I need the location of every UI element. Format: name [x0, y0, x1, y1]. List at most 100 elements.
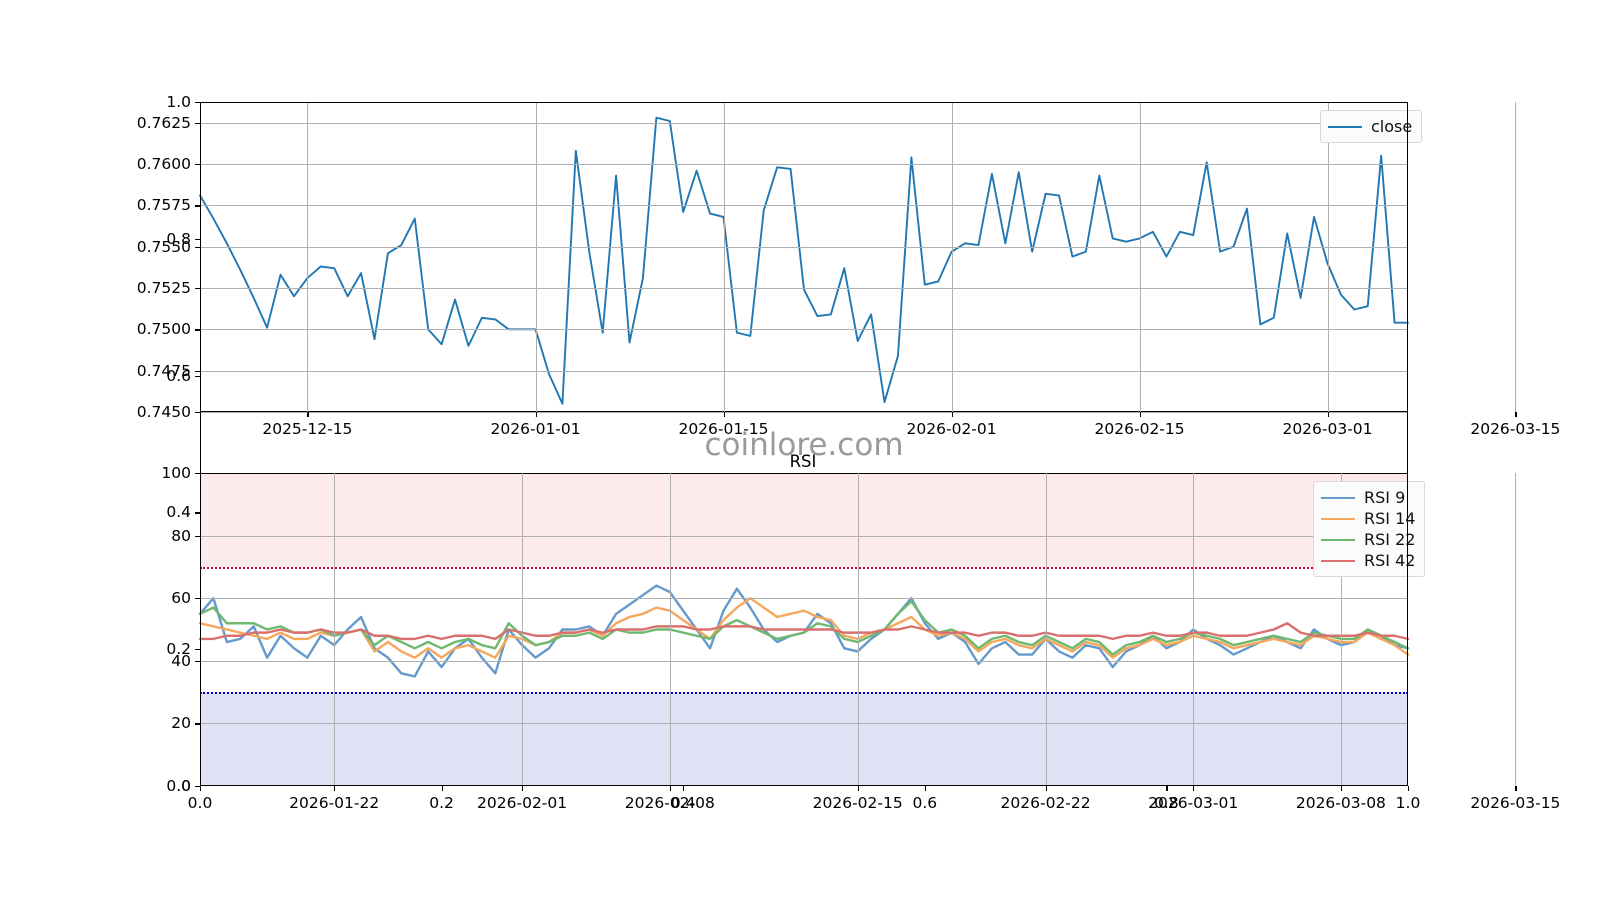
rsi-ytick — [195, 535, 200, 537]
rsi-xtick-label: 2026-02-15 — [812, 794, 903, 812]
rsi-xtick — [1340, 786, 1343, 791]
rsi-ytick-label: 60 — [171, 589, 191, 608]
ghost-ytick-mark — [195, 786, 200, 788]
rsi-xtick — [1045, 786, 1047, 791]
ghost-ytick-label-0.2: 0.2 — [166, 640, 191, 659]
price-gridline-h — [200, 122, 1408, 124]
ghost-xtick-label-0.8: 0.8 — [1154, 794, 1179, 812]
rsi-gridline-h — [200, 535, 1408, 537]
price-xtick — [951, 412, 953, 417]
ghost-ytick-mark — [195, 649, 200, 651]
rsi14-line-swatch — [1321, 517, 1355, 520]
rsi-gridline-v — [669, 473, 671, 786]
ghost-xtick-mark — [200, 786, 202, 791]
overbought-threshold-line — [200, 567, 1408, 569]
price-ytick-label: 0.7450 — [136, 403, 191, 421]
price-gridline-h — [200, 164, 1408, 165]
price-ytick — [195, 246, 200, 248]
legend-item-rsi-22[interactable]: RSI 22 — [1321, 529, 1415, 550]
price-xtick-label: 2026-01-01 — [490, 420, 581, 438]
ghost-ytick-label-1.0: 1.0 — [166, 93, 191, 111]
rsi-ytick-label: 80 — [171, 526, 191, 545]
price-xtick — [1139, 412, 1141, 417]
rsi-ytick — [195, 723, 200, 725]
rsi-gridline-h — [200, 598, 1408, 600]
ghost-ytick-label-0.6: 0.6 — [166, 366, 191, 385]
price-gridline-v — [951, 102, 953, 412]
ghost-xtick-label-0.4: 0.4 — [670, 794, 696, 812]
price-ytick — [195, 288, 200, 290]
rsi-xtick-label: 2026-02-08 — [624, 794, 715, 812]
price-gridline-v — [1515, 102, 1517, 412]
price-ytick — [195, 370, 200, 372]
rsi-xtick-label: 2026-02-01 — [477, 794, 568, 812]
ghost-ytick-label-0.8: 0.8 — [166, 229, 191, 248]
legend-item-rsi-14[interactable]: RSI 14 — [1321, 508, 1415, 529]
legend-item-rsi-9[interactable]: RSI 9 — [1321, 487, 1415, 508]
rsi-gridline-v — [334, 473, 336, 786]
legend-label-rsi-14: RSI 14 — [1364, 509, 1416, 528]
rsi-legend[interactable]: RSI 9 RSI 14 RSI 22 RSI 42 — [1313, 481, 1426, 577]
price-xtick — [1515, 412, 1517, 417]
oversold-band — [200, 692, 1408, 786]
price-xtick-label: 2026-03-01 — [1282, 420, 1373, 438]
ghost-xtick-label-0.6: 0.6 — [912, 794, 938, 812]
ghost-xtick-mark — [1408, 786, 1410, 791]
ghost-ytick-mark — [195, 512, 200, 514]
rsi-series-rsi-14 — [198, 596, 1410, 659]
rsi-ytick-label: 0 — [181, 777, 191, 795]
price-xtick-label: 2025-12-15 — [262, 420, 353, 438]
price-xtick — [723, 412, 725, 417]
rsi-xtick — [669, 786, 672, 791]
rsi-xtick — [334, 786, 336, 791]
rsi-ytick-label: 40 — [171, 651, 191, 670]
price-ytick — [195, 122, 200, 124]
rsi-xtick-label: 2026-03-15 — [1470, 794, 1561, 812]
rsi42-line-swatch — [1321, 559, 1355, 562]
rsi-chart-axes — [195, 473, 1517, 791]
price-ytick — [195, 412, 200, 414]
price-ytick-label: 0.7600 — [136, 155, 191, 173]
rsi-gridline-h — [200, 723, 1408, 725]
legend-item-close[interactable]: close — [1328, 116, 1412, 137]
price-ytick — [195, 164, 200, 166]
price-ytick-label: 0.7525 — [136, 279, 191, 297]
rsi-gridline-h — [200, 660, 1408, 662]
ghost-xtick-mark — [1166, 786, 1168, 791]
price-gridline-h — [200, 412, 1408, 413]
ghost-xtick-label-1.0: 1.0 — [1395, 794, 1421, 812]
rsi-ytick — [195, 598, 200, 600]
rsi-ytick — [195, 660, 200, 663]
overbought-band — [200, 473, 1408, 567]
price-gridline-h — [200, 329, 1408, 331]
rsi-xtick — [522, 786, 524, 791]
rsi-axes-frame — [200, 473, 1408, 786]
rsi-ytick — [195, 473, 200, 475]
rsi-gridline-v — [522, 473, 524, 786]
rsi-xtick — [1193, 786, 1195, 791]
price-xtick-label: 2026-01-15 — [678, 420, 769, 438]
price-legend[interactable]: close — [1320, 110, 1423, 143]
watermark-coinlore: coinlore.com — [704, 427, 904, 463]
price-gridline-h — [200, 370, 1408, 372]
rsi-xtick-label: 2026-02-22 — [1000, 794, 1091, 812]
oversold-threshold-line — [200, 692, 1408, 694]
ghost-xtick-mark — [924, 786, 927, 791]
legend-label-rsi-9: RSI 9 — [1364, 488, 1406, 507]
rsi-xtick — [857, 786, 859, 791]
rsi-xtick — [1515, 786, 1517, 791]
legend-label-close: close — [1371, 117, 1413, 136]
price-ytick-label: 0.7550 — [136, 237, 191, 256]
ghost-ytick-mark — [195, 238, 200, 241]
legend-item-rsi-42[interactable]: RSI 42 — [1321, 550, 1415, 571]
rsi-gridline-v — [1515, 473, 1517, 786]
legend-label-rsi-42: RSI 42 — [1364, 551, 1416, 570]
rsi-xtick-label: 2026-03-08 — [1295, 794, 1386, 812]
ghost-ytick-mark — [195, 102, 200, 104]
price-xtick — [535, 412, 537, 417]
price-ytick-label: 0.7625 — [136, 113, 191, 132]
price-ytick-label: 0.7500 — [136, 320, 191, 339]
ghost-xtick-mark — [441, 786, 443, 791]
price-plot-area — [199, 116, 1409, 405]
